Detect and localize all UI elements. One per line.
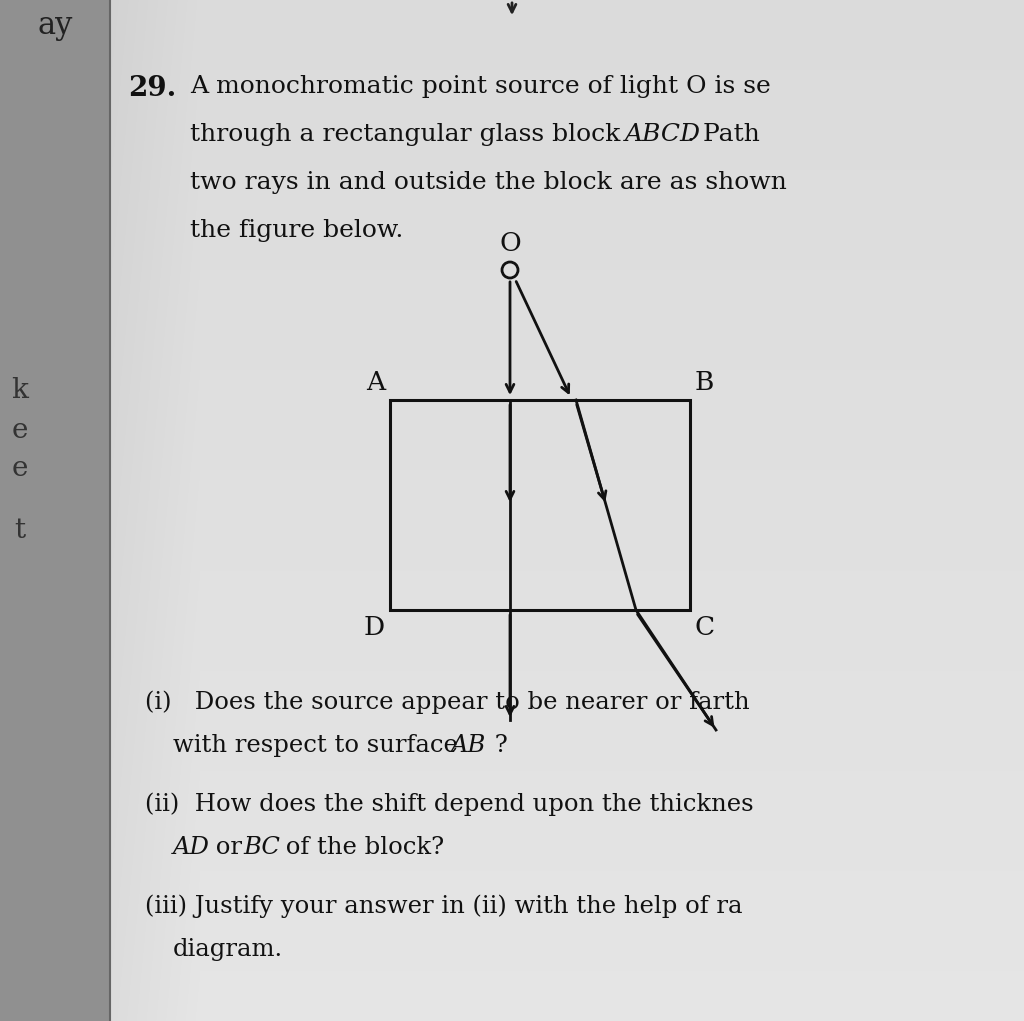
Text: (ii)  How does the shift depend upon the thicknes: (ii) How does the shift depend upon the …: [145, 792, 754, 816]
Text: e: e: [12, 417, 29, 443]
Text: e: e: [12, 454, 29, 482]
Text: C: C: [695, 615, 715, 640]
Text: O: O: [499, 231, 521, 256]
Text: or: or: [208, 836, 250, 859]
Text: the figure below.: the figure below.: [190, 218, 403, 242]
Text: of the block?: of the block?: [278, 836, 444, 859]
Text: diagram.: diagram.: [173, 938, 283, 961]
Text: D: D: [364, 615, 385, 640]
Bar: [390, 400, 690, 610]
Text: BC: BC: [243, 836, 280, 859]
Text: A monochromatic point source of light O is se: A monochromatic point source of light O …: [190, 75, 771, 98]
Text: AD: AD: [173, 836, 210, 859]
Text: B: B: [695, 370, 715, 395]
Text: (i)   Does the source appear to be nearer or farth: (i) Does the source appear to be nearer …: [145, 690, 750, 714]
Text: ay: ay: [37, 10, 73, 41]
Text: AB: AB: [451, 734, 486, 757]
Text: 29.: 29.: [128, 75, 176, 102]
Text: through a rectangular glass block: through a rectangular glass block: [190, 123, 629, 146]
Text: k: k: [11, 377, 29, 403]
Bar: [0, 0, 110, 1021]
Text: ?: ?: [487, 734, 508, 757]
Text: (iii) Justify your answer in (ii) with the help of ra: (iii) Justify your answer in (ii) with t…: [145, 894, 742, 918]
Text: . Path: . Path: [687, 123, 760, 146]
Text: two rays in and outside the block are as shown: two rays in and outside the block are as…: [190, 171, 786, 194]
Text: A: A: [366, 370, 385, 395]
Text: t: t: [14, 517, 26, 543]
Text: with respect to surface: with respect to surface: [173, 734, 466, 757]
Text: ABCD: ABCD: [625, 123, 701, 146]
